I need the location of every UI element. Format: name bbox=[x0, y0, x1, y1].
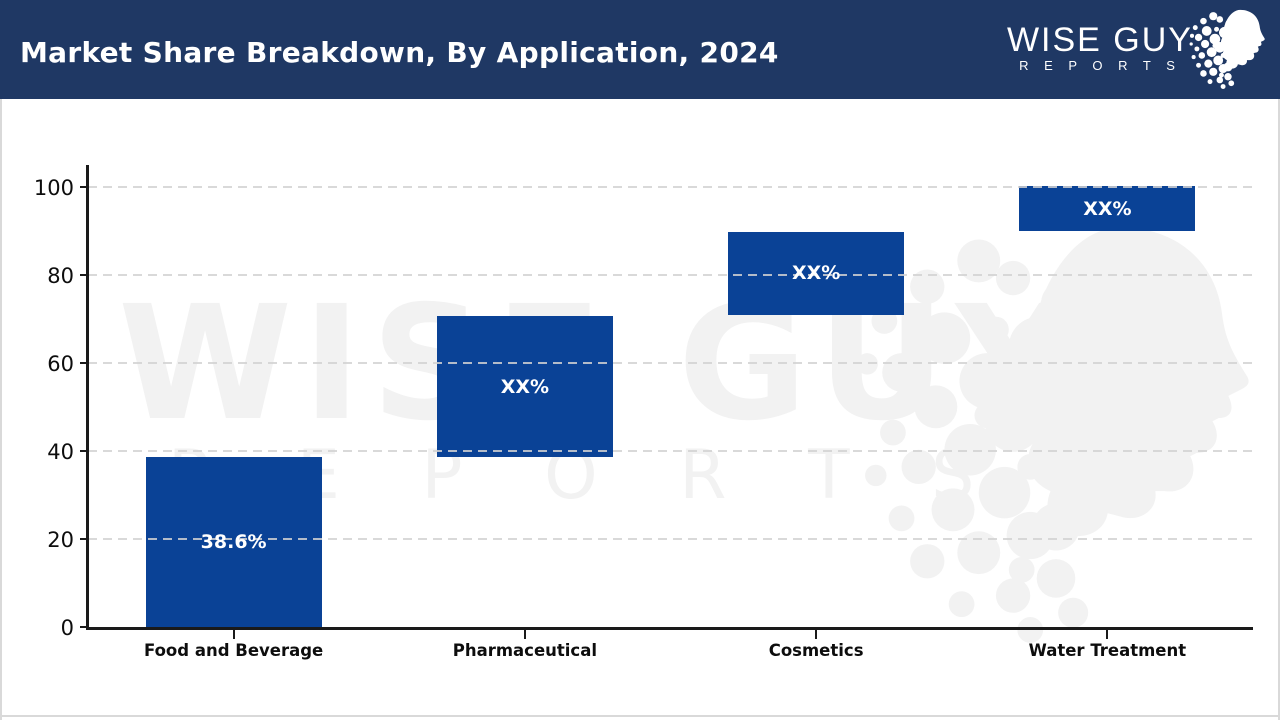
logo-text: WISE GUY R E P O R T S bbox=[1007, 22, 1193, 74]
y-tick-mark-40 bbox=[80, 450, 88, 452]
y-tick-label-20: 20 bbox=[47, 528, 74, 552]
y-tick-mark-0 bbox=[80, 626, 88, 628]
y-tick-label-100: 100 bbox=[33, 176, 74, 200]
bar-pharmaceutical bbox=[436, 316, 613, 457]
gridline-60 bbox=[88, 362, 1253, 364]
gridline-20 bbox=[88, 538, 1253, 540]
logo-subtitle: R E P O R T S bbox=[1019, 58, 1181, 73]
bar-food-and-beverage bbox=[145, 457, 322, 627]
x-category-label-pharmaceutical: Pharmaceutical bbox=[452, 641, 598, 660]
x-tick-mark-2 bbox=[523, 630, 526, 639]
y-tick-label-0: 0 bbox=[60, 616, 74, 640]
watermark-head-icon bbox=[854, 227, 1249, 643]
x-axis-line bbox=[88, 627, 1253, 630]
bar-water-treatment bbox=[1019, 186, 1196, 231]
x-tick-mark-3 bbox=[815, 630, 818, 639]
y-tick-mark-80 bbox=[80, 274, 88, 276]
y-axis-line bbox=[86, 165, 89, 630]
bar-value-label: XX% bbox=[500, 375, 550, 398]
y-tick-mark-60 bbox=[80, 362, 88, 364]
x-category-label-cosmetics: Cosmetics bbox=[768, 641, 864, 660]
wise-guy-reports-logo: WISE GUY R E P O R T S bbox=[1007, 6, 1268, 94]
gridline-100 bbox=[88, 186, 1253, 188]
y-tick-mark-100 bbox=[80, 186, 88, 188]
bar-value-label: XX% bbox=[791, 262, 841, 285]
page-border-right bbox=[1278, 99, 1280, 720]
logo-head-icon bbox=[1189, 9, 1265, 89]
x-category-label-water-treatment: Water Treatment bbox=[1028, 641, 1187, 660]
gridline-80 bbox=[88, 274, 1253, 276]
logo-wordmark: WISE GUY bbox=[1006, 21, 1193, 59]
gridline-40 bbox=[88, 450, 1253, 452]
title-bar: Market Share Breakdown, By Application, … bbox=[0, 0, 1280, 99]
x-category-label-food-and-beverage: Food and Beverage bbox=[143, 641, 324, 660]
page-border-left bbox=[0, 99, 2, 720]
y-tick-label-80: 80 bbox=[47, 264, 74, 288]
bar-value-label: 38.6% bbox=[200, 531, 267, 554]
market-share-bar-chart: 38.6% XX% XX% XX% 0 20 40 60 80 100 Food and Bever… bbox=[0, 99, 1280, 720]
bar-cosmetics bbox=[728, 231, 905, 316]
page-title: Market Share Breakdown, By Application, … bbox=[20, 36, 779, 69]
y-tick-label-40: 40 bbox=[47, 440, 74, 464]
y-tick-label-60: 60 bbox=[47, 352, 74, 376]
bar-value-label: XX% bbox=[1083, 197, 1132, 220]
y-tick-mark-20 bbox=[80, 538, 88, 540]
x-tick-mark-4 bbox=[1106, 630, 1109, 639]
page-border-bottom bbox=[0, 715, 1280, 717]
x-tick-mark-1 bbox=[232, 630, 235, 639]
